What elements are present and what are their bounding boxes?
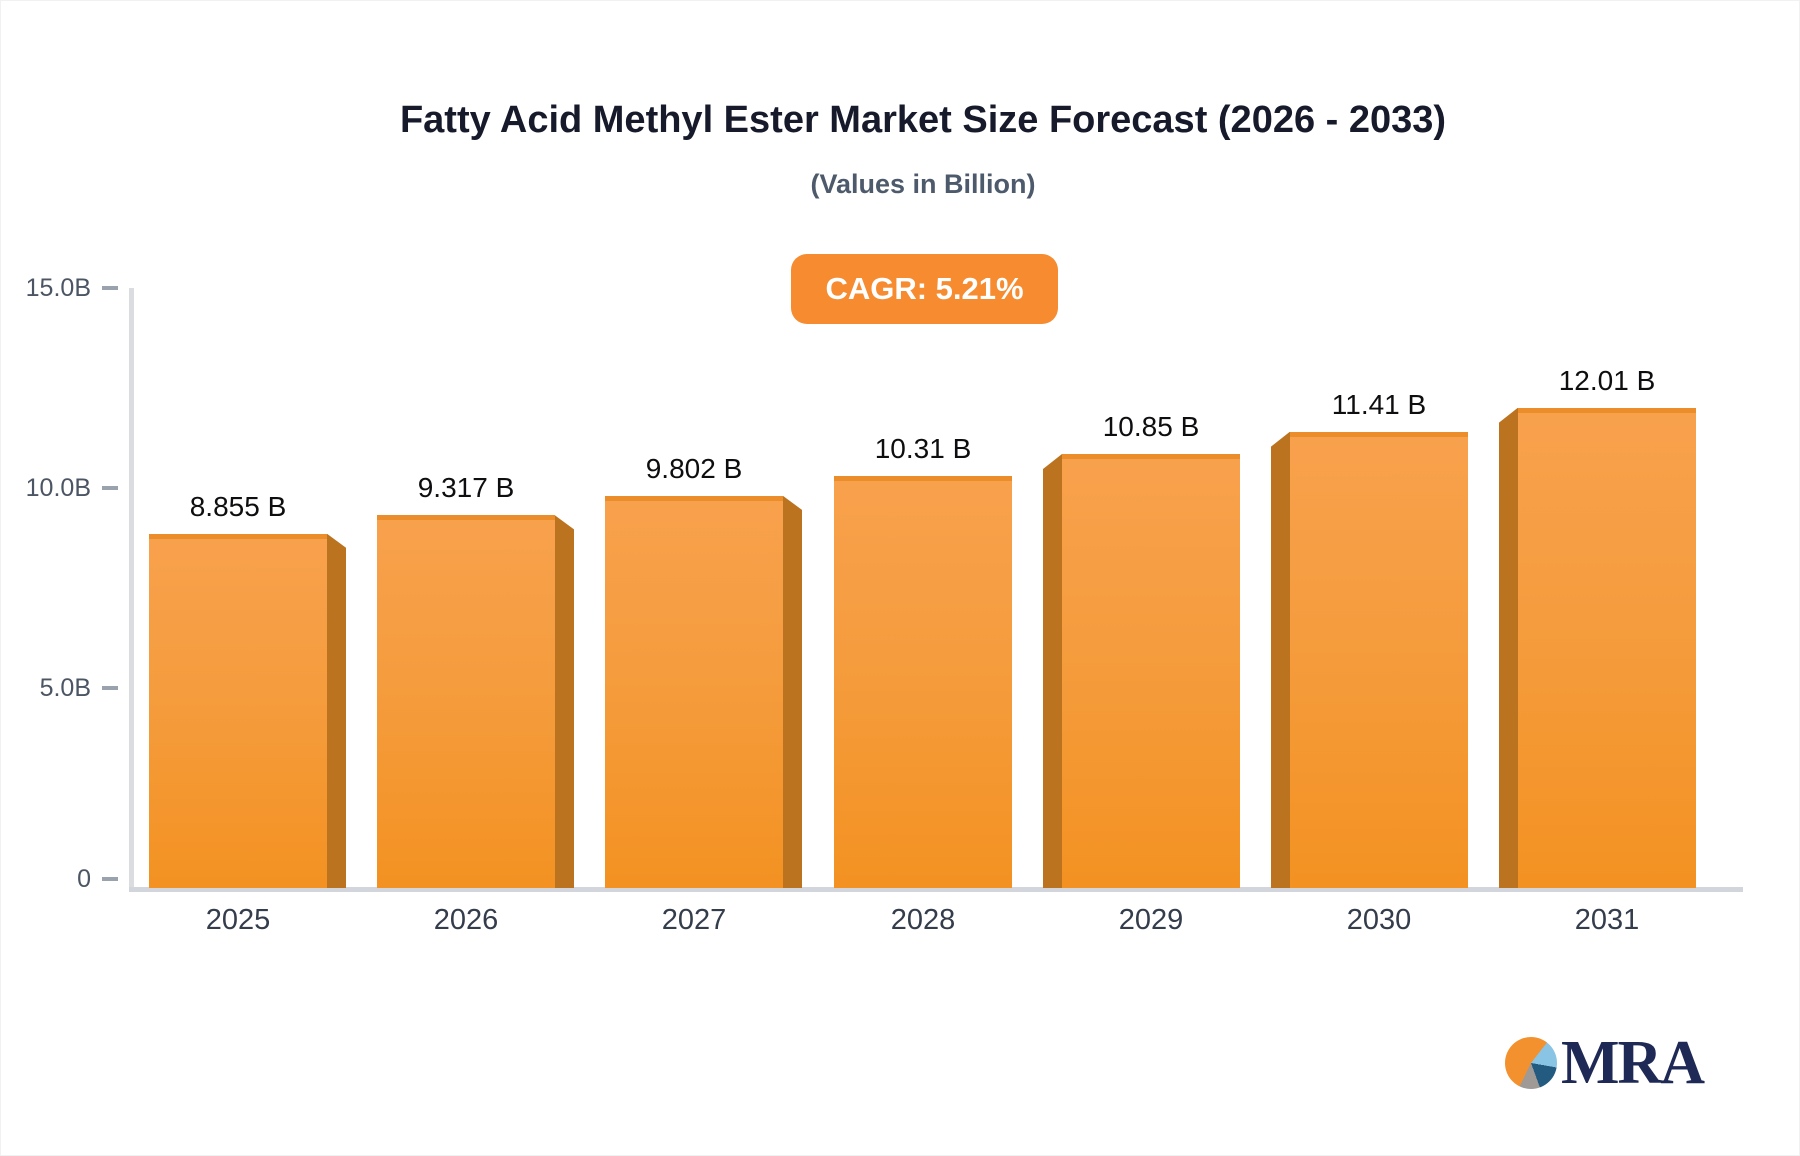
y-tick-label-5.0B: 5.0B [39,674,91,702]
bar-value-label-2025: 8.855 B [189,490,287,522]
y-tick-label-10.0B: 10.0B [25,474,91,502]
bar-bevel-right-2027 [783,495,802,888]
bar-top-edge-2027 [605,495,783,501]
bar-value-label-2027: 9.802 B [645,452,743,484]
bar-2026 [377,515,555,888]
y-axis-line [129,288,134,890]
x-year-label-2028: 2028 [890,904,956,936]
bar-bevel-left-2029 [1043,454,1062,888]
bar-2030 [1290,431,1468,888]
x-axis-baseline [129,887,1743,892]
bar-2029 [1062,454,1240,888]
bar-top-edge-2028 [834,475,1012,481]
bar-top-edge-2026 [377,515,555,521]
bar-value-label-2031: 12.01 B [1558,364,1656,396]
x-year-label-2029: 2029 [1118,904,1184,936]
bar-value-label-2029: 10.85 B [1102,411,1200,442]
x-year-label-2027: 2027 [661,904,727,936]
bar-bevel-right-2025 [327,533,346,888]
bar-bevel-left-2031 [1499,407,1518,888]
y-tick-label-0: 0 [77,865,91,893]
bar-top-edge-2029 [1062,454,1240,459]
bar-2027 [605,495,783,888]
x-year-label-2031: 2031 [1574,904,1640,936]
cagr-badge: CAGR: 5.21% [791,254,1058,324]
chart-title: Fatty Acid Methyl Ester Market Size Fore… [399,99,1447,141]
bar-value-label-2030: 11.41 B [1331,388,1427,420]
x-year-label-2030: 2030 [1346,904,1412,936]
chart-subtitle: (Values in Billion) [810,169,1036,199]
bar-2025 [149,533,327,888]
bar-bevel-right-2026 [555,515,574,888]
y-tick-dash-15.0B [102,286,118,290]
bar-bevel-left-2030 [1271,431,1290,888]
bar-value-label-2026: 9.317 B [417,472,515,504]
y-tick-dash-10.0B [102,486,118,490]
y-tick-dash-5.0B [102,686,118,690]
y-tick-dash-0 [102,877,118,881]
x-year-label-2025: 2025 [205,904,271,936]
bar-value-label-2028: 10.31 B [874,432,972,464]
bar-top-edge-2031 [1518,407,1696,413]
y-tick-label-15.0B: 15.0B [25,274,91,302]
bar-top-edge-2030 [1290,431,1468,437]
bar-2028 [834,475,1012,888]
mra-logo: MRA [1505,1029,1705,1097]
bar-2031 [1518,407,1696,888]
logo-text: MRA [1561,1029,1705,1097]
x-year-label-2026: 2026 [433,904,499,936]
pie-chart-icon [1505,1037,1557,1089]
bar-top-edge-2025 [149,533,327,539]
